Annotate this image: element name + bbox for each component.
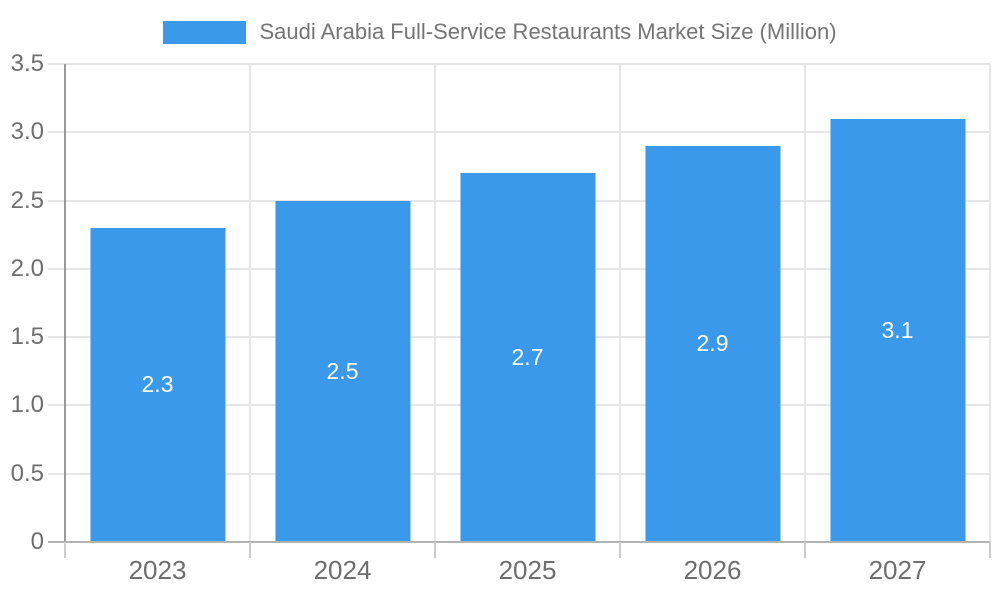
x-tick — [249, 542, 251, 558]
bars-layer: 2.3 2.5 2.7 2.9 3.1 — [65, 64, 990, 542]
bar-2025: 2.7 — [459, 173, 596, 542]
x-axis-line — [48, 541, 990, 543]
legend-label: Saudi Arabia Full-Service Restaurants Ma… — [259, 19, 837, 44]
h-gridline — [65, 63, 990, 65]
x-tick — [989, 542, 991, 558]
y-tick-label: 0.5 — [10, 459, 44, 487]
y-tick — [48, 199, 65, 202]
y-tick-label: 3.5 — [10, 50, 44, 77]
x-tick — [434, 542, 436, 558]
x-tick — [804, 542, 806, 558]
x-axis-slot: 2023 — [65, 552, 250, 588]
x-axis-ticks — [64, 542, 991, 558]
bar-slot: 3.1 — [805, 64, 990, 542]
bar-2024: 2.5 — [274, 200, 411, 542]
y-tick — [48, 404, 65, 407]
v-gridline — [249, 64, 251, 542]
bar-value-label: 2.3 — [141, 371, 174, 398]
v-gridline — [804, 64, 806, 542]
legend-swatch — [163, 20, 247, 44]
x-tick — [619, 542, 621, 558]
bar-2027: 3.1 — [829, 118, 966, 542]
x-tick-label: 2023 — [128, 555, 187, 585]
plot-area: 2.3 2.5 2.7 2.9 3.1 — [65, 63, 991, 542]
x-axis-slot: 2024 — [250, 552, 435, 588]
bar-value-label: 2.7 — [511, 344, 544, 371]
bar-value-label: 2.9 — [696, 330, 729, 357]
y-tick — [48, 131, 65, 134]
y-tick — [48, 63, 65, 65]
y-tick — [48, 472, 65, 475]
v-gridline — [619, 64, 621, 542]
x-tick — [64, 542, 66, 558]
x-tick-label: 2025 — [498, 555, 557, 585]
bar-slot: 2.7 — [435, 64, 620, 542]
x-tick-label: 2027 — [868, 555, 927, 585]
x-tick-label: 2024 — [313, 555, 372, 585]
h-gridline — [65, 131, 990, 134]
bar-2023: 2.3 — [89, 227, 226, 542]
bar-slot: 2.9 — [620, 64, 805, 542]
bar-2026: 2.9 — [644, 145, 781, 542]
y-axis-line — [64, 64, 66, 558]
legend: Saudi Arabia Full-Service Restaurants Ma… — [0, 20, 1000, 44]
y-tick — [48, 267, 65, 270]
bar-slot: 2.5 — [250, 64, 435, 542]
bar-value-label: 2.5 — [326, 357, 359, 384]
y-tick-label: 3.0 — [10, 118, 44, 146]
bar-value-label: 3.1 — [881, 316, 914, 343]
y-axis-labels: 0 0.5 1.0 1.5 2.0 2.5 3.0 3.5 — [0, 50, 44, 555]
y-tick-label: 0 — [30, 528, 44, 555]
v-gridline — [434, 64, 436, 542]
v-gridline — [989, 64, 991, 542]
x-axis-slot: 2026 — [620, 552, 805, 588]
x-axis-label-row: 2023 2024 2025 2026 2027 — [65, 552, 990, 588]
y-tick-label: 1.5 — [10, 323, 44, 351]
y-tick-label: 2.5 — [10, 186, 44, 214]
x-axis-slot: 2027 — [805, 552, 990, 588]
y-axis-ticks — [48, 63, 65, 542]
x-tick-label: 2026 — [683, 555, 742, 585]
bar-slot: 2.3 — [65, 64, 250, 542]
y-tick-label: 2.0 — [10, 254, 44, 282]
y-tick — [48, 336, 65, 339]
y-tick-label: 1.0 — [10, 391, 44, 419]
x-axis-slot: 2025 — [435, 552, 620, 588]
